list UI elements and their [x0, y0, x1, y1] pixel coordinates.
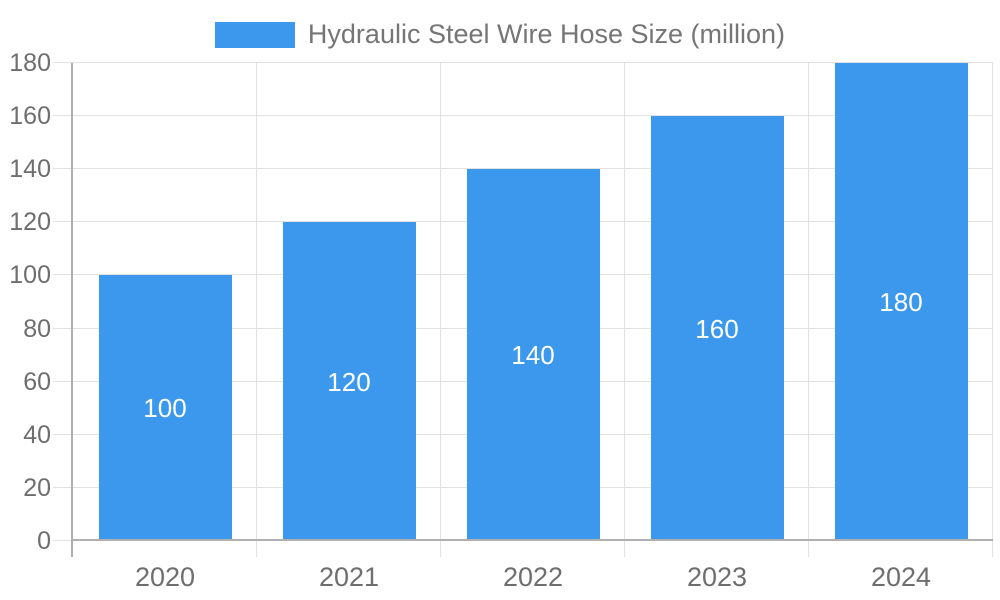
legend-label: Hydraulic Steel Wire Hose Size (million)	[307, 19, 786, 49]
y-axis-label: 0	[37, 527, 51, 555]
x-gridline	[624, 63, 625, 557]
bar[interactable]	[282, 222, 416, 541]
legend-item[interactable]: Hydraulic Steel Wire Hose Size (million)	[0, 19, 1000, 50]
x-axis-label: 2022	[502, 562, 564, 592]
y-gridline	[53, 62, 993, 63]
y-axis-label: 100	[9, 261, 51, 290]
bar[interactable]	[650, 116, 784, 541]
y-gridline	[53, 168, 993, 170]
y-axis-label: 60	[23, 367, 51, 396]
y-axis-label: 80	[23, 314, 51, 343]
bar[interactable]	[466, 169, 600, 541]
x-axis-label: 2021	[318, 562, 380, 592]
bar-value-label: 100	[143, 393, 187, 424]
x-axis-label: 2020	[134, 562, 196, 592]
y-axis-label: 120	[9, 208, 51, 237]
x-gridline	[808, 63, 809, 557]
legend-swatch	[214, 21, 295, 48]
x-axis-line	[71, 539, 993, 541]
y-gridline	[53, 115, 993, 117]
bar[interactable]	[98, 275, 232, 541]
bar-value-label: 160	[695, 313, 739, 344]
y-axis-label: 20	[23, 473, 51, 502]
bar[interactable]	[834, 63, 968, 541]
x-axis-label: 2023	[686, 562, 748, 592]
bar-value-label: 180	[879, 287, 923, 317]
y-axis-label: 40	[23, 420, 51, 449]
x-gridline	[992, 63, 993, 557]
y-axis-label: 180	[9, 49, 51, 77]
y-axis-label: 160	[9, 102, 51, 131]
bar-value-label: 120	[327, 366, 371, 397]
y-axis-label: 140	[9, 155, 51, 184]
x-gridline	[256, 63, 257, 557]
bar-value-label: 140	[511, 340, 555, 371]
x-axis-label: 2024	[870, 562, 932, 592]
y-axis-line	[71, 63, 73, 557]
x-gridline	[440, 63, 441, 557]
